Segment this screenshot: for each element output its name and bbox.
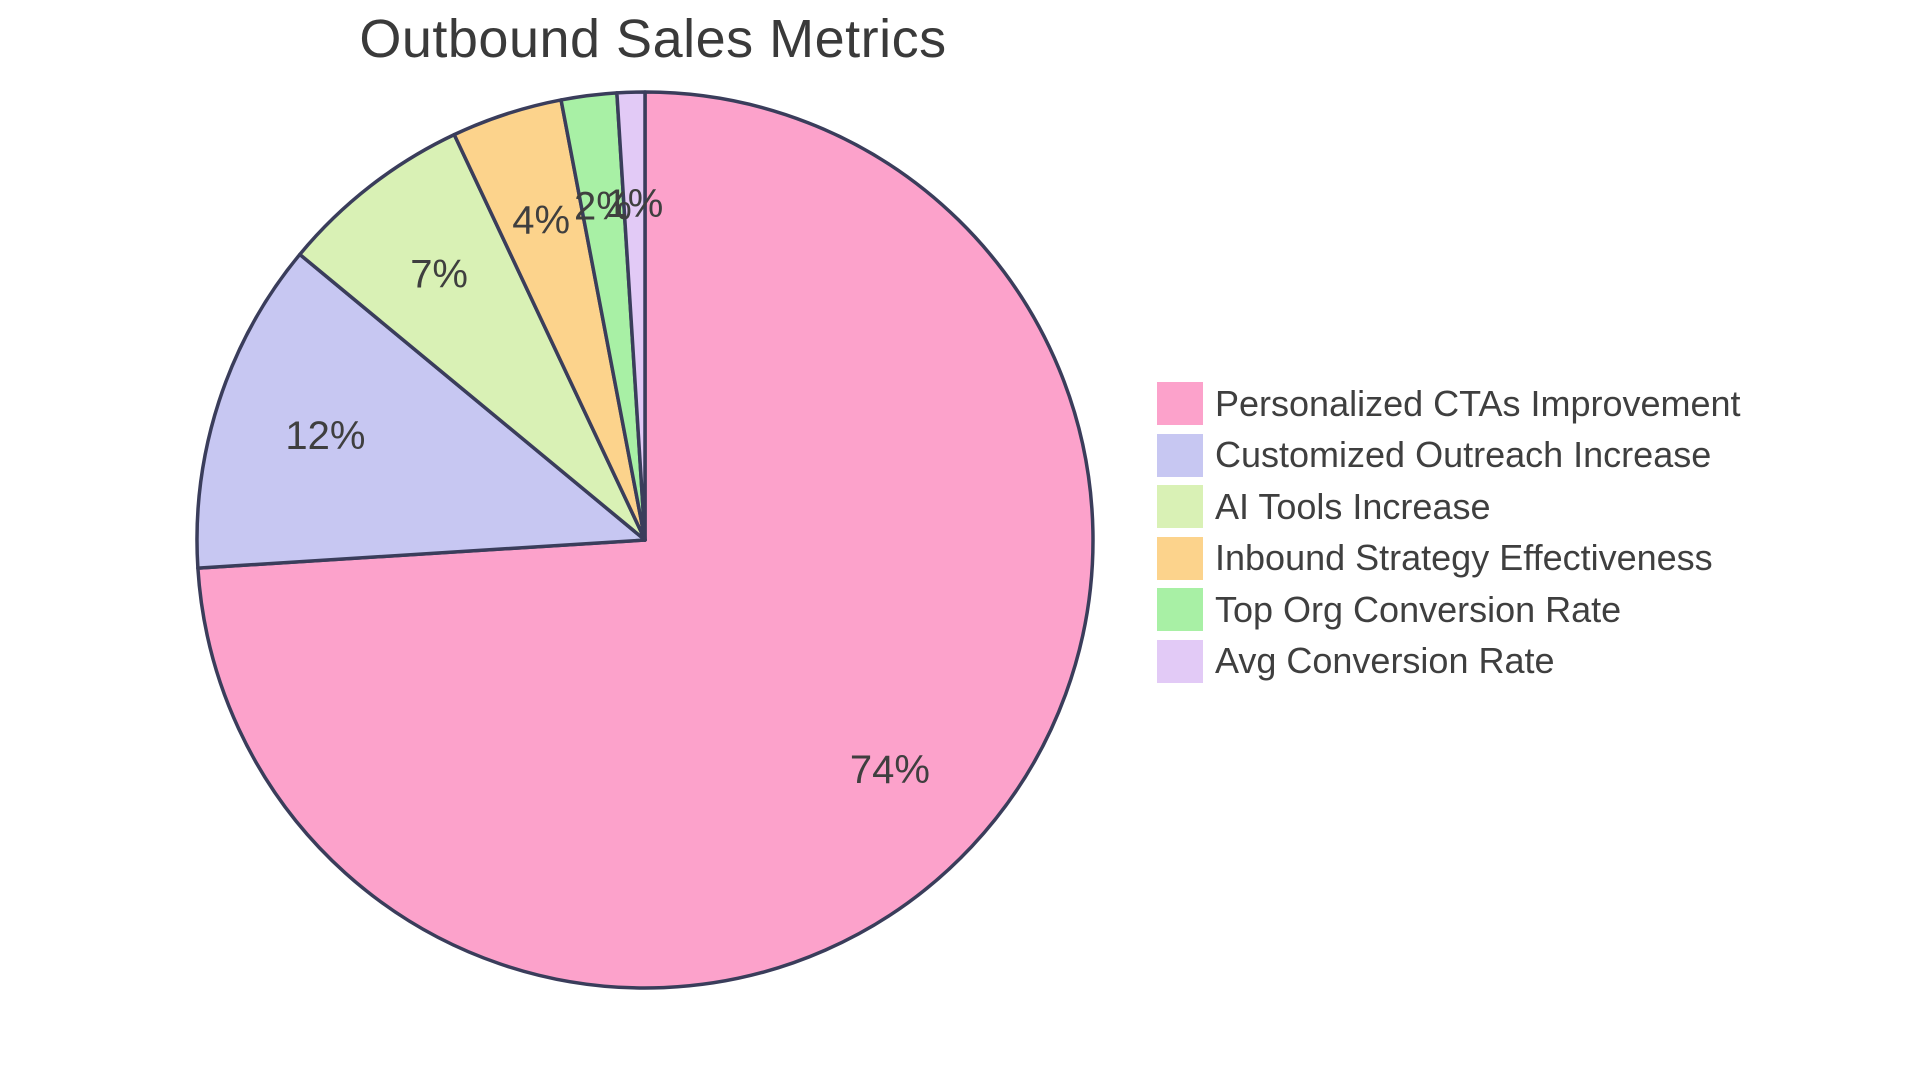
- legend-swatch-ai-tools-increase: [1157, 485, 1203, 528]
- percent-label-avg-conversion-rate: 1%: [605, 182, 663, 226]
- legend-item-inbound-strategy-effectiveness: Inbound Strategy Effectiveness: [1157, 536, 1741, 580]
- legend-item-top-org-conversion-rate: Top Org Conversion Rate: [1157, 588, 1741, 631]
- pie-percent-labels: 74% 12% 7% 4% 2%1%: [285, 182, 930, 792]
- percent-label-ai-tools-increase: 7%: [410, 253, 468, 297]
- legend: Personalized CTAs Improvement Customized …: [1157, 382, 1741, 691]
- pie-slice-avg-conversion-rate: [615, 90, 647, 542]
- legend-label-personalized-ctas-improvement: Personalized CTAs Improvement: [1215, 382, 1741, 424]
- legend-swatch-inbound-strategy-effectiveness: [1157, 536, 1203, 580]
- legend-item-personalized-ctas-improvement: Personalized CTAs Improvement: [1157, 382, 1741, 425]
- percent-label-customized-outreach-increase: 12%: [285, 414, 365, 458]
- legend-label-top-org-conversion-rate: Top Org Conversion Rate: [1215, 588, 1622, 630]
- legend-label-inbound-strategy-effectiveness: Inbound Strategy Effectiveness: [1215, 537, 1713, 578]
- legend-swatch-personalized-ctas-improvement: [1157, 382, 1203, 425]
- legend-item-avg-conversion-rate: Avg Conversion Rate: [1157, 639, 1741, 683]
- legend-label-customized-outreach-increase: Customized Outreach Increase: [1215, 434, 1712, 475]
- legend-swatch-avg-conversion-rate: [1157, 639, 1203, 683]
- legend-swatch-top-org-conversion-rate: [1157, 588, 1203, 631]
- percent-label-inbound-strategy-effectiveness: 4%: [512, 198, 570, 242]
- chart-title: Outbound Sales Metrics: [359, 9, 947, 69]
- percent-label-top-org-conversion-rate: 2%: [574, 185, 632, 229]
- legend-item-customized-outreach-increase: Customized Outreach Increase: [1157, 433, 1741, 477]
- legend-item-ai-tools-increase: AI Tools Increase: [1157, 485, 1741, 528]
- legend-swatch-customized-outreach-increase: [1157, 433, 1203, 477]
- pie-slices: [195, 90, 1095, 990]
- legend-label-avg-conversion-rate: Avg Conversion Rate: [1215, 640, 1555, 681]
- pie-slice-customized-outreach-increase: [195, 252, 647, 570]
- legend-label-ai-tools-increase: AI Tools Increase: [1215, 485, 1491, 527]
- percent-label-personalized-ctas-improvement: 74%: [850, 748, 930, 792]
- pie-slice-ai-tools-increase: [298, 132, 647, 542]
